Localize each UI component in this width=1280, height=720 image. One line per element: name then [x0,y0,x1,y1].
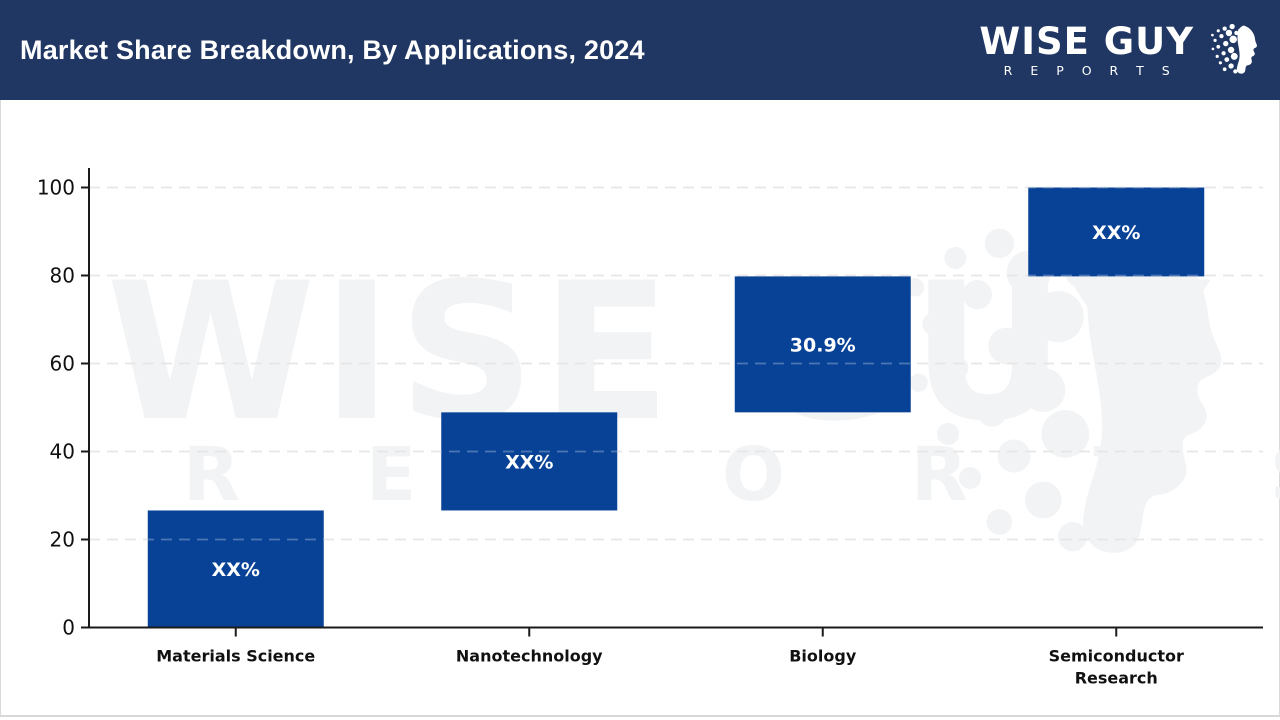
y-axis-tick-label: 0 [62,616,75,640]
bar-value-label: 30.9% [790,334,856,356]
y-axis-tick-label: 40 [50,440,75,464]
bar [441,412,618,511]
chart-svg: XX% XX% 30.9% XX% 0 20 40 60 80 100 Materials Scie… [37,168,1263,688]
y-axis-tick-label: 80 [50,264,75,288]
brand-name: WISE GUY [979,19,1194,63]
x-axis-label: Semiconductor [1049,647,1184,666]
bar [734,276,911,413]
bar [147,510,324,628]
bar-value-label: XX% [1092,222,1140,244]
page-title: Market Share Breakdown, By Applications,… [20,34,645,65]
x-axis-label: Biology [789,647,857,666]
bar-value-label: XX% [505,451,553,473]
header-bar: Market Share Breakdown, By Applications,… [0,0,1280,100]
y-axis-tick-label: 60 [50,352,75,376]
x-axis-label: Materials Science [156,647,315,666]
chart-area: WISE GUY R E P O R T S XX% XX% 30.9% XX% 0 20… [0,100,1280,717]
x-axis-label: Nanotechnology [456,647,603,666]
x-axis-label: Research [1075,669,1158,688]
bar-value-label: XX% [212,559,260,581]
brand-logo: WISE GUY R E P O R T S [979,9,1262,91]
logo-head-dots-icon [1198,9,1262,91]
brand-text: WISE GUY R E P O R T S [979,23,1194,78]
y-axis-tick-label: 100 [37,176,75,200]
brand-tagline: R E P O R T S [1003,62,1177,78]
y-axis-tick-label: 20 [50,528,75,552]
bar [1028,187,1205,277]
